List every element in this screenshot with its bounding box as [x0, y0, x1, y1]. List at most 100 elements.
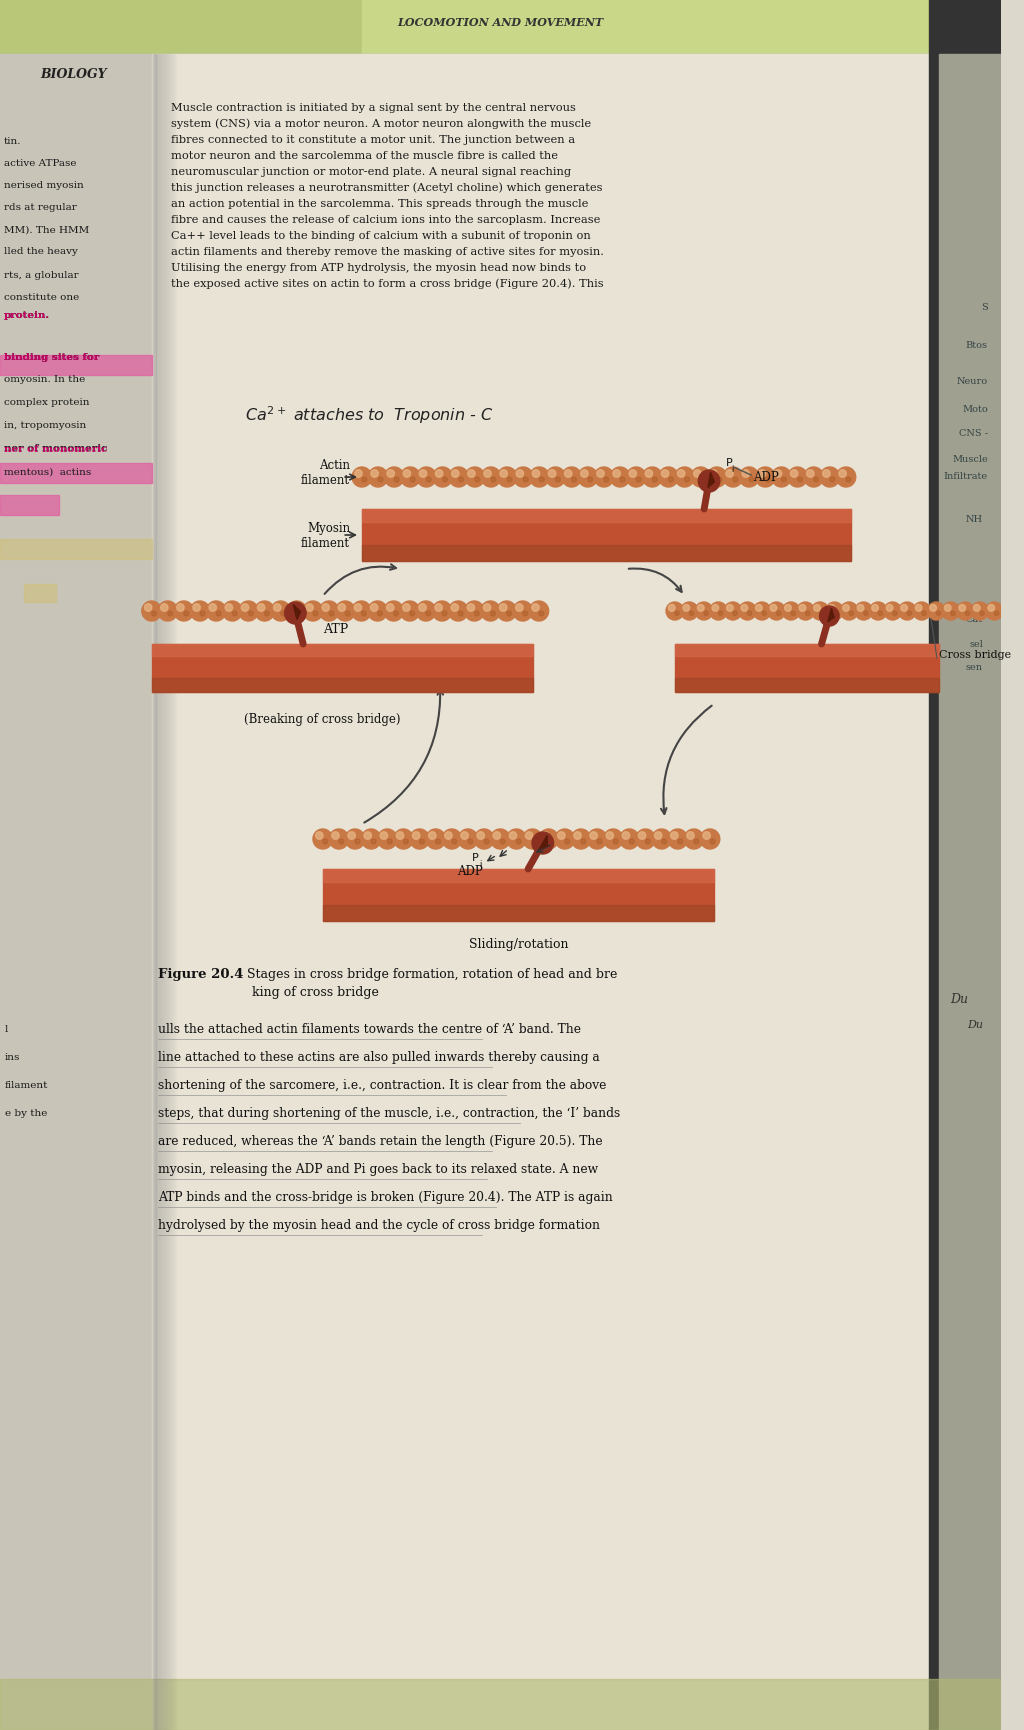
Bar — [0, 540, 152, 561]
Circle shape — [828, 606, 835, 612]
Circle shape — [645, 471, 652, 477]
Circle shape — [384, 467, 403, 488]
Bar — [158, 55, 160, 1730]
Circle shape — [523, 477, 528, 483]
Circle shape — [846, 477, 851, 483]
Text: Stages in cross bridge formation, rotation of head and bre: Stages in cross bridge formation, rotati… — [239, 969, 617, 981]
Circle shape — [435, 471, 442, 477]
Bar — [323, 907, 714, 922]
Circle shape — [613, 471, 621, 477]
Circle shape — [490, 829, 510, 849]
Circle shape — [814, 477, 818, 483]
Circle shape — [442, 829, 462, 849]
Circle shape — [950, 612, 955, 616]
Bar — [0, 356, 152, 375]
Text: binding sites for: binding sites for — [4, 353, 99, 362]
Text: ADP: ADP — [753, 471, 779, 484]
Circle shape — [738, 602, 757, 621]
Circle shape — [578, 467, 598, 488]
Circle shape — [452, 471, 459, 477]
Bar — [0, 55, 1001, 61]
Text: Du: Du — [967, 1019, 983, 1029]
Circle shape — [723, 467, 742, 488]
Text: CNS -: CNS - — [958, 429, 988, 438]
Circle shape — [756, 606, 762, 612]
Bar — [0, 497, 58, 516]
Circle shape — [483, 471, 492, 477]
Bar — [165, 55, 167, 1730]
Circle shape — [371, 839, 376, 844]
Circle shape — [758, 471, 766, 477]
Circle shape — [683, 606, 689, 612]
Text: omyosin. In the: omyosin. In the — [4, 375, 85, 384]
Text: neuromuscular junction or motor-end plate. A neural signal reaching: neuromuscular junction or motor-end plat… — [171, 166, 571, 176]
Circle shape — [144, 604, 152, 612]
Circle shape — [442, 612, 446, 616]
Circle shape — [835, 612, 839, 616]
Circle shape — [724, 602, 741, 621]
Circle shape — [784, 606, 792, 612]
Circle shape — [936, 612, 941, 616]
Circle shape — [678, 471, 685, 477]
Bar — [154, 55, 156, 1730]
Circle shape — [222, 602, 242, 621]
Circle shape — [770, 606, 777, 612]
Circle shape — [141, 602, 162, 621]
Text: tin.: tin. — [4, 137, 22, 145]
Circle shape — [928, 602, 945, 621]
Circle shape — [413, 832, 420, 839]
Circle shape — [787, 467, 807, 488]
Circle shape — [490, 612, 496, 616]
Text: an action potential in the sarcolemma. This spreads through the muscle: an action potential in the sarcolemma. T… — [171, 199, 589, 209]
Circle shape — [687, 832, 694, 839]
Circle shape — [386, 604, 394, 612]
Text: Du: Du — [950, 993, 969, 1005]
Bar — [166, 55, 168, 1730]
Text: king of cross bridge: king of cross bridge — [252, 986, 379, 998]
Circle shape — [225, 604, 232, 612]
Circle shape — [410, 612, 415, 616]
Circle shape — [442, 477, 447, 483]
Circle shape — [662, 839, 667, 844]
Circle shape — [161, 604, 168, 612]
Text: system (CNS) via a motor neuron. A motor neuron alongwith the muscle: system (CNS) via a motor neuron. A motor… — [171, 119, 591, 130]
Text: i: i — [731, 465, 734, 474]
Text: (Breaking of cross bridge): (Breaking of cross bridge) — [245, 713, 401, 727]
Circle shape — [477, 832, 484, 839]
Circle shape — [531, 604, 540, 612]
Circle shape — [384, 602, 403, 621]
Circle shape — [522, 612, 527, 616]
Bar — [170, 55, 172, 1730]
Circle shape — [242, 604, 249, 612]
Circle shape — [403, 839, 409, 844]
Bar — [171, 55, 173, 1730]
Circle shape — [571, 829, 591, 849]
Circle shape — [645, 839, 650, 844]
Circle shape — [433, 467, 453, 488]
Text: P: P — [726, 458, 732, 467]
Circle shape — [620, 829, 639, 849]
Circle shape — [710, 839, 715, 844]
Circle shape — [901, 606, 907, 612]
Circle shape — [564, 471, 572, 477]
Circle shape — [739, 467, 759, 488]
Circle shape — [348, 832, 355, 839]
Circle shape — [825, 602, 844, 621]
Bar — [0, 0, 1001, 55]
Circle shape — [498, 467, 517, 488]
Circle shape — [820, 467, 840, 488]
Circle shape — [871, 606, 879, 612]
Circle shape — [741, 606, 748, 612]
Circle shape — [654, 832, 662, 839]
Circle shape — [630, 839, 634, 844]
Circle shape — [613, 839, 618, 844]
Circle shape — [542, 832, 549, 839]
Text: ulls the attached actin filaments towards the centre of ‘A’ band. The: ulls the attached actin filaments toward… — [159, 1022, 582, 1036]
Circle shape — [942, 602, 959, 621]
Bar — [153, 55, 155, 1730]
Bar — [157, 55, 159, 1730]
Circle shape — [435, 604, 442, 612]
Circle shape — [597, 839, 602, 844]
Text: constitute one: constitute one — [4, 292, 79, 301]
Circle shape — [678, 839, 683, 844]
